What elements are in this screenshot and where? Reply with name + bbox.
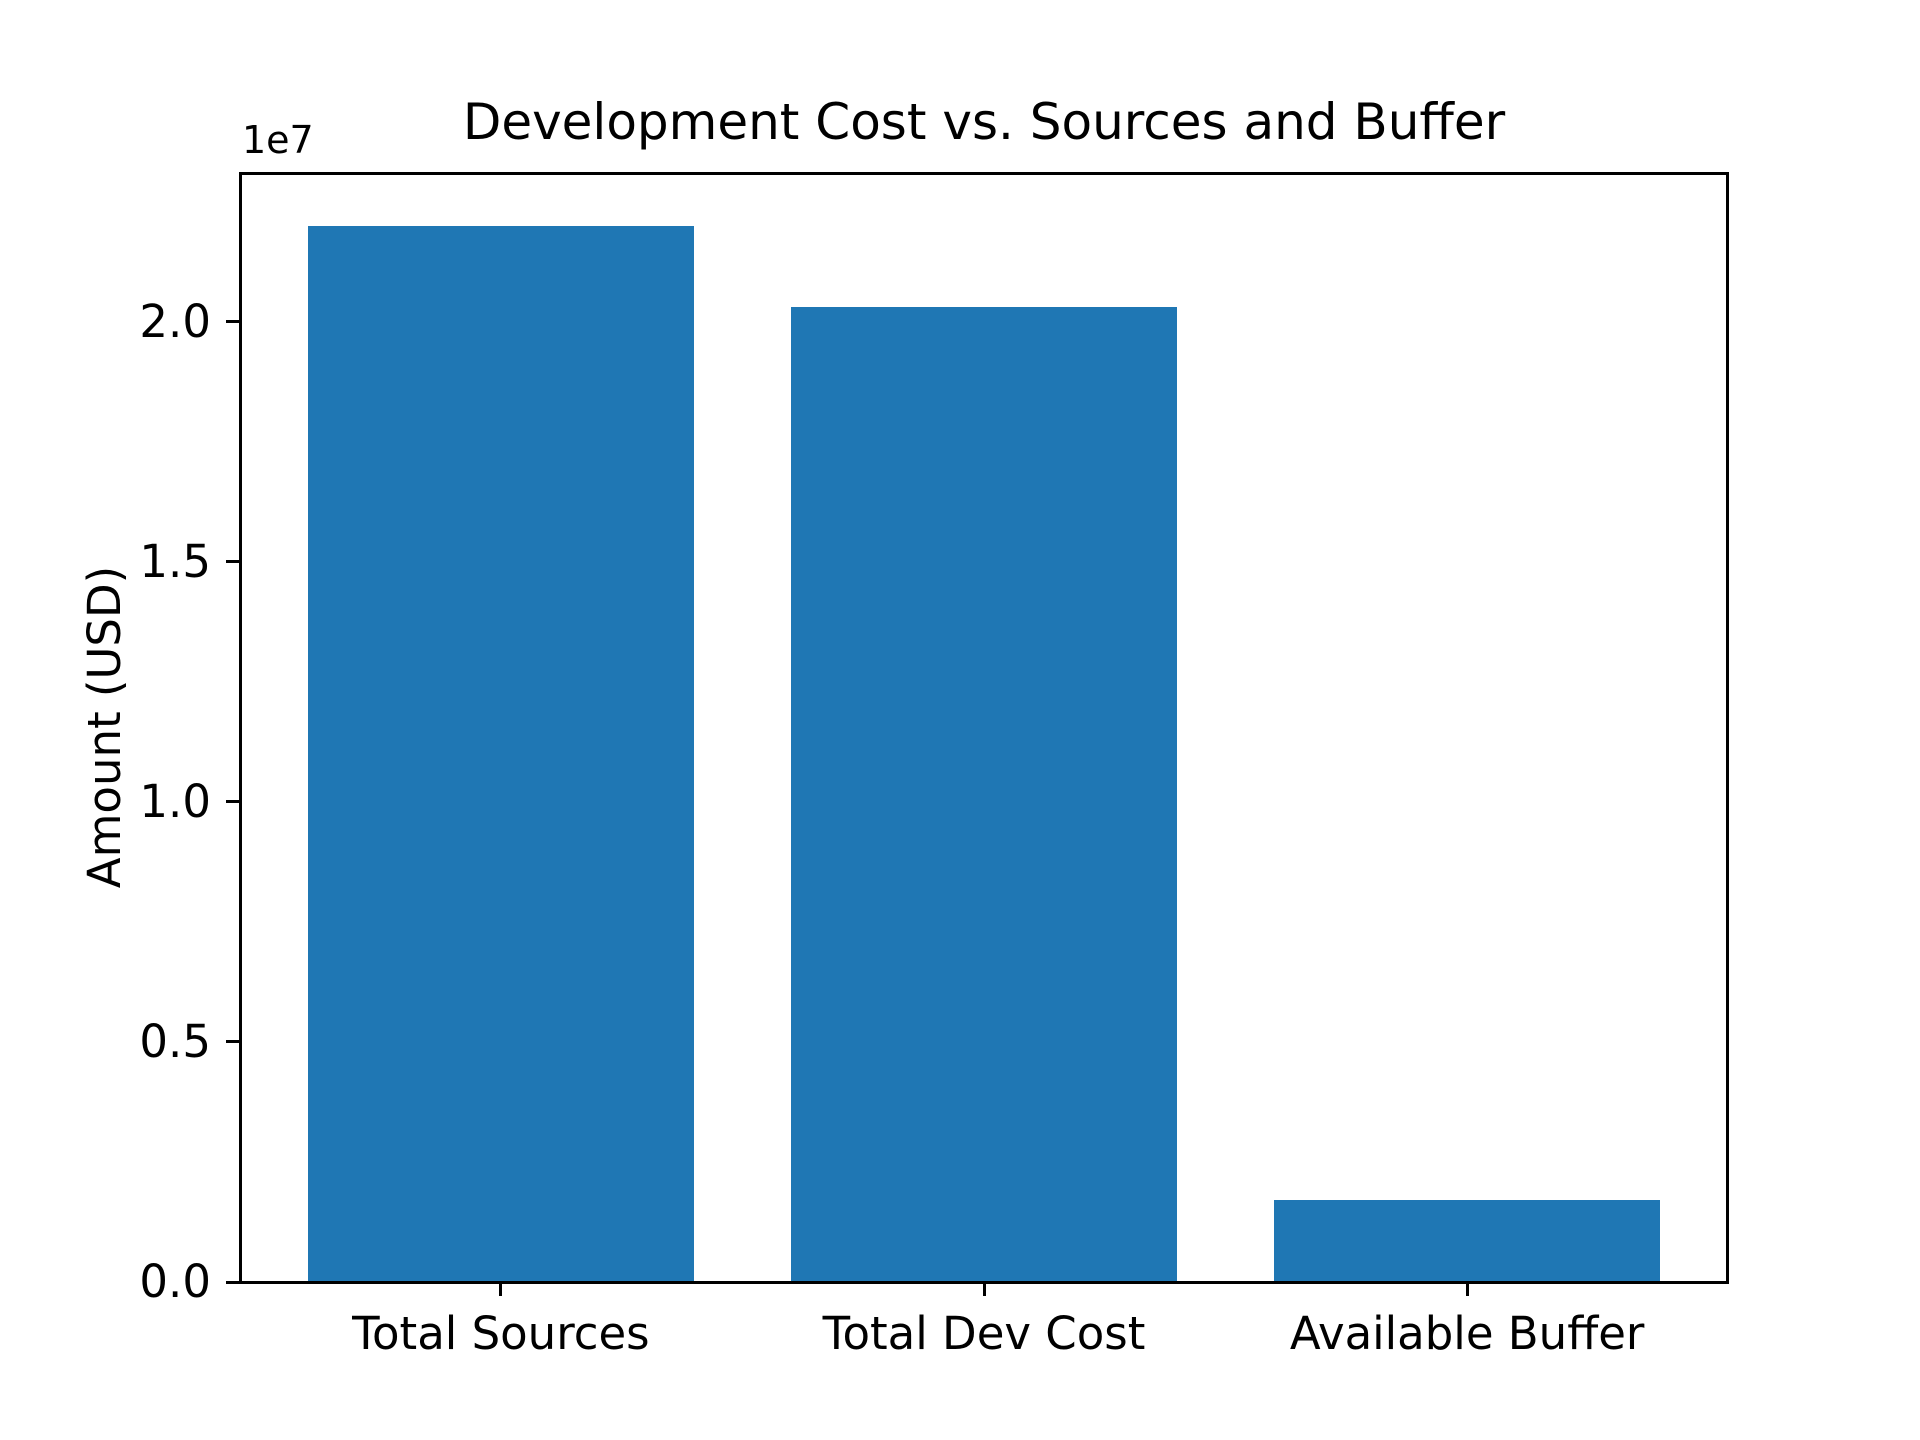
bar-available-buffer (1273, 1200, 1661, 1282)
x-tick-label-total-dev-cost: Total Dev Cost (822, 1307, 1146, 1360)
y-tick-label: 0.5 (139, 1014, 211, 1068)
bar-total-dev-cost (790, 307, 1178, 1282)
y-tick-mark (226, 320, 240, 324)
y-tick-label: 0.0 (139, 1255, 211, 1308)
y-axis-offset-text: 1e7 (242, 118, 314, 162)
y-tick-mark (226, 560, 240, 564)
bar-total-sources (307, 225, 695, 1282)
x-tick-label-available-buffer: Available Buffer (1289, 1307, 1645, 1360)
x-tick-label-total-sources: Total Sources (352, 1307, 650, 1360)
x-tick-mark (1465, 1282, 1469, 1296)
y-tick-label: 2.0 (139, 294, 211, 348)
y-tick-mark (226, 800, 240, 804)
x-tick-mark (982, 1282, 986, 1296)
y-tick-label: 1.5 (139, 534, 211, 588)
chart-title: Development Cost vs. Sources and Buffer (462, 93, 1506, 151)
x-tick-mark (499, 1282, 503, 1296)
y-tick-mark (226, 1040, 240, 1044)
y-tick-mark (226, 1280, 240, 1284)
y-tick-label: 1.0 (139, 774, 211, 828)
